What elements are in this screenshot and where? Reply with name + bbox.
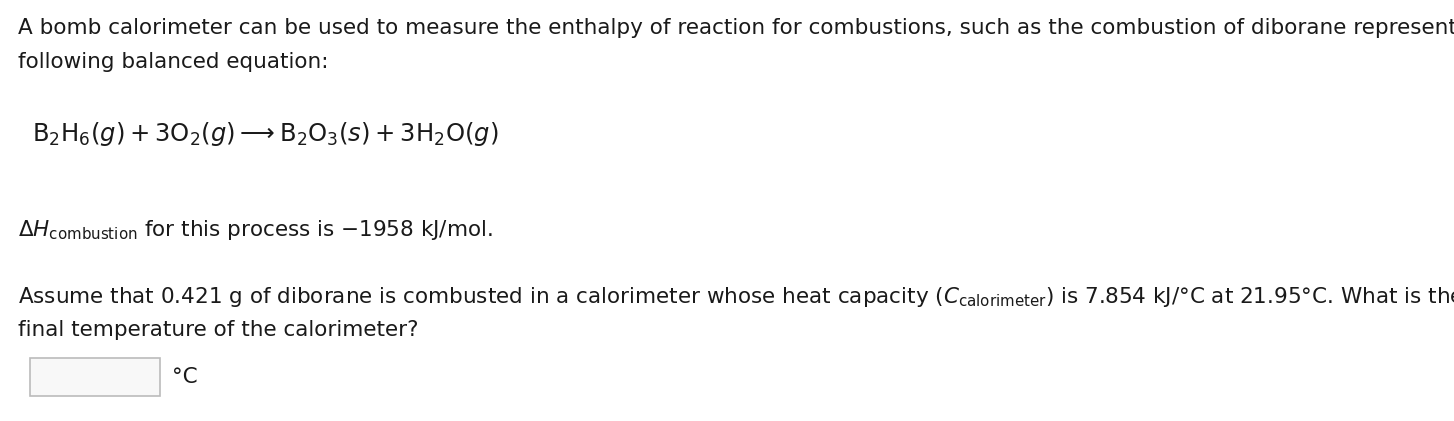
Text: A bomb calorimeter can be used to measure the enthalpy of reaction for combustio: A bomb calorimeter can be used to measur… (17, 18, 1454, 38)
Text: following balanced equation:: following balanced equation: (17, 52, 329, 72)
Text: $\Delta H_{\mathsf{combustion}}$ for this process is −1958 kJ/mol.: $\Delta H_{\mathsf{combustion}}$ for thi… (17, 218, 493, 242)
Text: final temperature of the calorimeter?: final temperature of the calorimeter? (17, 320, 419, 340)
Text: $\mathsf{B_2H_6}(g)+3\mathsf{O_2}(g)\longrightarrow \mathsf{B_2O_3}(s)+3\mathsf{: $\mathsf{B_2H_6}(g)+3\mathsf{O_2}(g)\lon… (32, 120, 499, 148)
Text: Assume that 0.421 g of diborane is combusted in a calorimeter whose heat capacit: Assume that 0.421 g of diborane is combu… (17, 285, 1454, 309)
Text: °C: °C (172, 367, 198, 387)
Bar (31, 358, 160, 396)
